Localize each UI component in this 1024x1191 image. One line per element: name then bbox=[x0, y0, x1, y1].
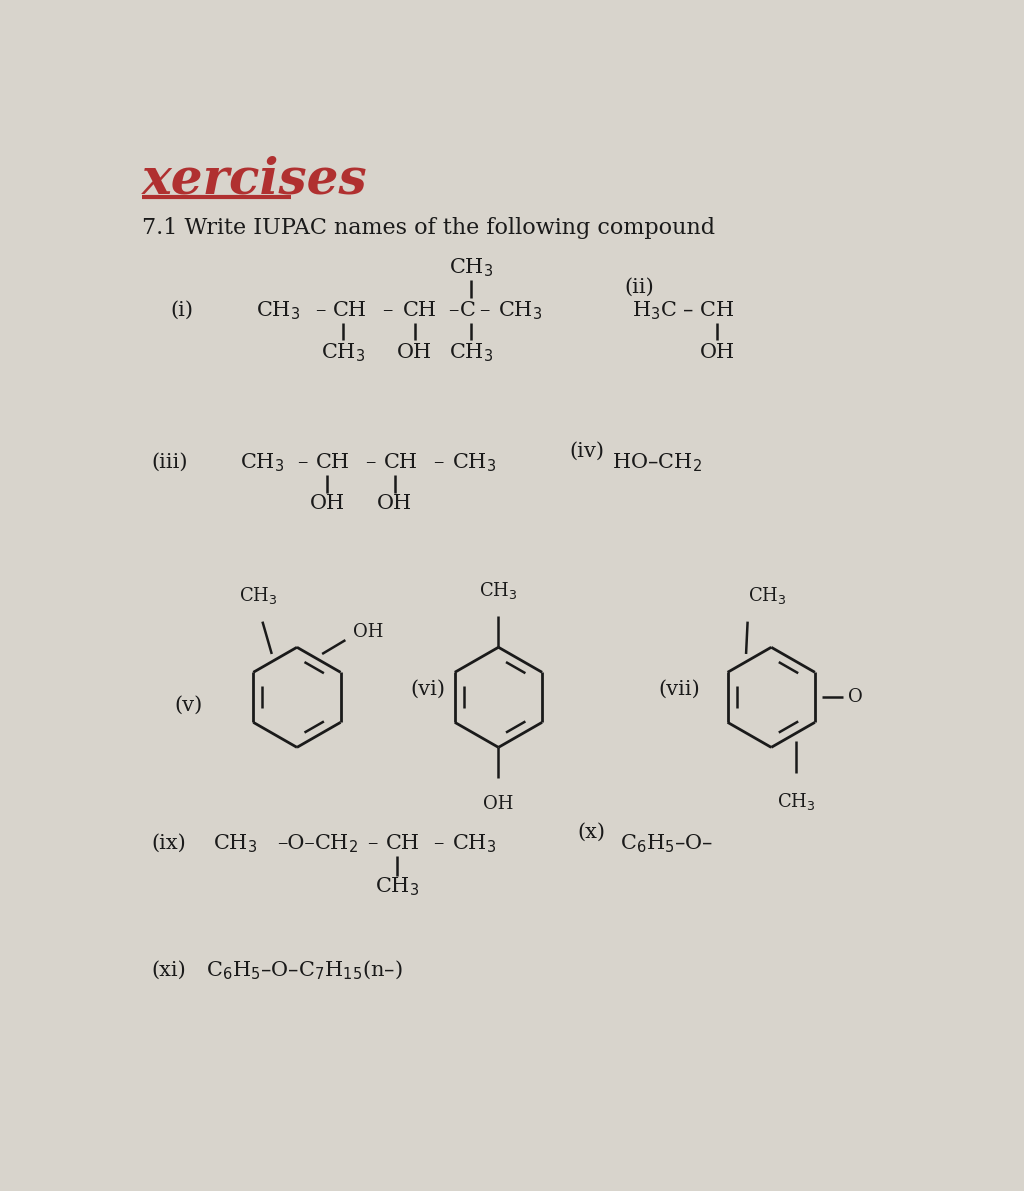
Text: (i): (i) bbox=[171, 301, 194, 320]
Text: (xi): (xi) bbox=[152, 961, 186, 980]
Text: CH: CH bbox=[384, 453, 418, 472]
Text: CH$_3$: CH$_3$ bbox=[452, 451, 497, 474]
Text: OH: OH bbox=[397, 343, 432, 362]
Text: –: – bbox=[433, 453, 443, 472]
Text: –: – bbox=[433, 834, 443, 853]
Text: (vi): (vi) bbox=[411, 680, 445, 699]
Text: –O–: –O– bbox=[276, 834, 314, 853]
Text: HO–CH$_2$: HO–CH$_2$ bbox=[612, 451, 702, 474]
Text: (ii): (ii) bbox=[624, 279, 653, 298]
Text: H$_3$C – CH: H$_3$C – CH bbox=[632, 299, 734, 322]
Text: OH: OH bbox=[699, 343, 734, 362]
Text: CH$_3$: CH$_3$ bbox=[452, 833, 497, 855]
Text: OH: OH bbox=[483, 796, 514, 813]
Text: –: – bbox=[367, 834, 377, 853]
Text: (v): (v) bbox=[174, 696, 203, 715]
Text: –: – bbox=[479, 301, 489, 320]
Text: (ix): (ix) bbox=[152, 834, 186, 853]
Text: CH$_3$: CH$_3$ bbox=[479, 580, 518, 601]
Text: (iv): (iv) bbox=[569, 442, 605, 461]
Text: CH$_3$: CH$_3$ bbox=[450, 341, 494, 363]
Text: C$_6$H$_5$–O–: C$_6$H$_5$–O– bbox=[621, 833, 714, 855]
Text: OH: OH bbox=[377, 494, 413, 513]
Text: CH$_3$: CH$_3$ bbox=[256, 299, 300, 322]
Text: CH: CH bbox=[316, 453, 350, 472]
Text: O: O bbox=[848, 688, 863, 706]
Text: 7.1 Write IUPAC names of the following compound: 7.1 Write IUPAC names of the following c… bbox=[142, 217, 715, 238]
Text: OH: OH bbox=[309, 494, 345, 513]
Text: CH$_3$: CH$_3$ bbox=[777, 791, 816, 812]
Text: CH$_3$: CH$_3$ bbox=[213, 833, 258, 855]
Text: –: – bbox=[297, 453, 307, 472]
Text: CH: CH bbox=[386, 834, 420, 853]
Text: CH$_3$: CH$_3$ bbox=[375, 875, 419, 898]
Text: (iii): (iii) bbox=[152, 453, 187, 472]
Text: (x): (x) bbox=[578, 823, 605, 842]
Text: CH$_3$: CH$_3$ bbox=[450, 256, 494, 279]
Text: CH: CH bbox=[403, 301, 437, 320]
Text: CH$_3$: CH$_3$ bbox=[499, 299, 543, 322]
Text: OH: OH bbox=[353, 623, 384, 642]
Text: CH$_2$: CH$_2$ bbox=[314, 833, 358, 855]
Text: –: – bbox=[315, 301, 326, 320]
Text: CH: CH bbox=[334, 301, 368, 320]
Text: CH$_3$: CH$_3$ bbox=[322, 341, 366, 363]
Text: –: – bbox=[366, 453, 376, 472]
Text: (vii): (vii) bbox=[658, 680, 700, 699]
Text: CH$_3$: CH$_3$ bbox=[239, 585, 278, 606]
Text: C$_6$H$_5$–O–C$_7$H$_{15}$(n–): C$_6$H$_5$–O–C$_7$H$_{15}$(n–) bbox=[206, 959, 402, 983]
Text: C: C bbox=[460, 301, 475, 320]
Text: CH$_3$: CH$_3$ bbox=[241, 451, 285, 474]
Text: CH$_3$: CH$_3$ bbox=[749, 585, 786, 606]
Text: –: – bbox=[382, 301, 393, 320]
Text: xercises: xercises bbox=[142, 155, 368, 205]
Text: –: – bbox=[449, 301, 459, 320]
